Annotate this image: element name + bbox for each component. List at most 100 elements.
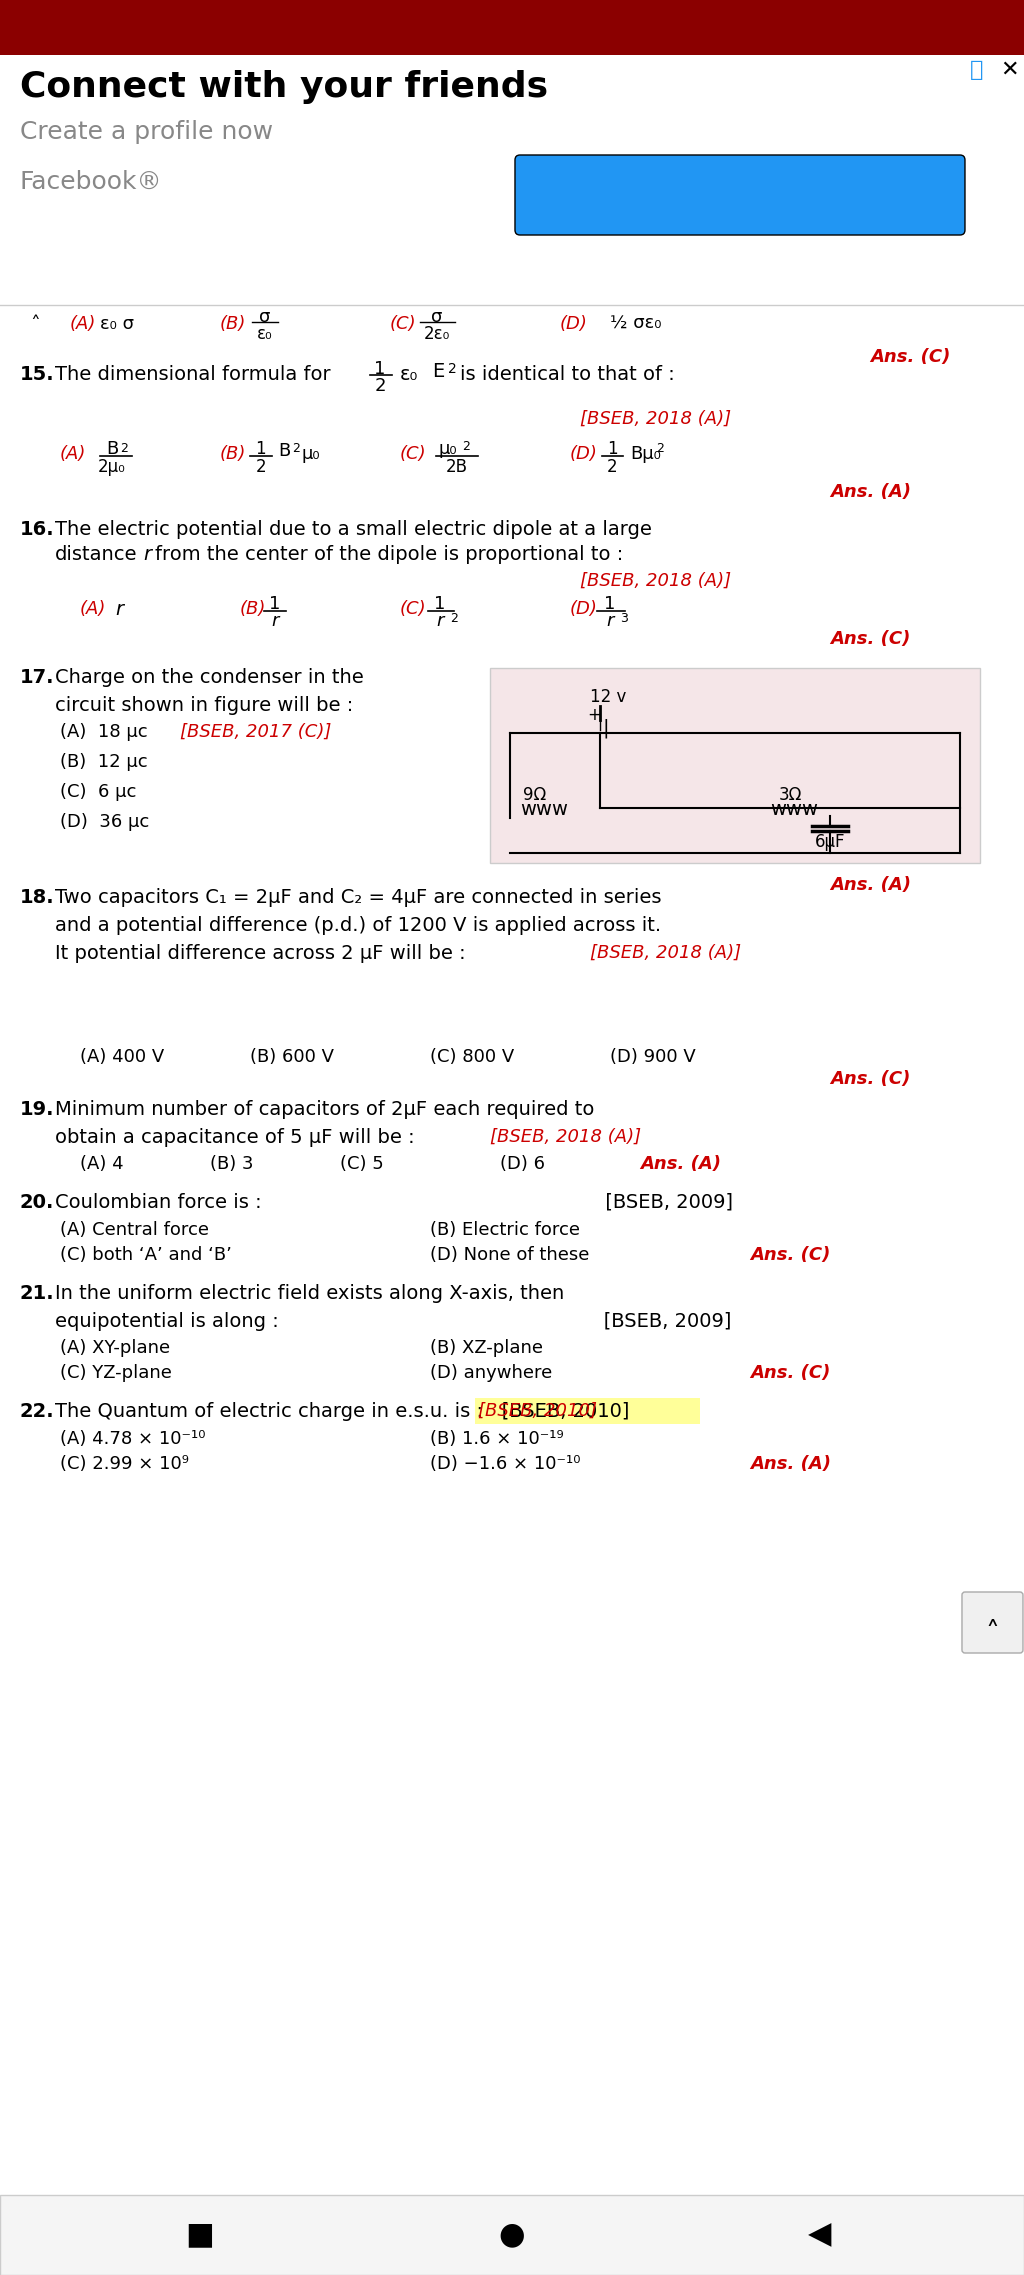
Text: ε₀ σ: ε₀ σ xyxy=(100,314,134,332)
Text: The Quantum of electric charge in e.s.u. is :   [BSEB, 2010]: The Quantum of electric charge in e.s.u.… xyxy=(55,1401,630,1422)
Text: ■: ■ xyxy=(185,2220,214,2250)
Text: (B) 3: (B) 3 xyxy=(210,1156,254,1174)
Text: (C)  6 μc: (C) 6 μc xyxy=(60,783,136,801)
Text: www: www xyxy=(520,801,568,819)
Text: 9Ω: 9Ω xyxy=(523,785,547,803)
Text: (D) 6: (D) 6 xyxy=(500,1156,545,1174)
Text: 1: 1 xyxy=(606,439,617,457)
Text: σ: σ xyxy=(431,307,442,325)
Text: obtain a capacitance of 5 μF will be :: obtain a capacitance of 5 μF will be : xyxy=(55,1128,415,1147)
Text: Ans. (C): Ans. (C) xyxy=(830,630,910,648)
Text: Connect with your friends: Connect with your friends xyxy=(20,71,548,105)
Bar xyxy=(0,55,1024,300)
Text: [BSEB, 2018 (A)]: [BSEB, 2018 (A)] xyxy=(580,571,731,589)
Text: 1: 1 xyxy=(269,596,281,612)
Text: (D)  36 μc: (D) 36 μc xyxy=(60,812,150,830)
Text: ˄: ˄ xyxy=(30,314,40,334)
Text: (D) 900 V: (D) 900 V xyxy=(610,1049,695,1067)
Text: ●: ● xyxy=(499,2220,525,2250)
Text: 16.: 16. xyxy=(20,521,54,539)
Text: 1: 1 xyxy=(255,439,265,457)
Text: (A): (A) xyxy=(70,314,96,332)
Text: Bμ₀: Bμ₀ xyxy=(630,446,660,464)
Text: The electric potential due to a small electric dipole at a large: The electric potential due to a small el… xyxy=(55,521,652,539)
Text: Ans. (C): Ans. (C) xyxy=(870,348,950,366)
Text: 19.: 19. xyxy=(20,1101,54,1119)
Text: 20.: 20. xyxy=(20,1192,54,1213)
Text: (A) XY-plane: (A) XY-plane xyxy=(60,1340,170,1356)
Text: Ans. (A): Ans. (A) xyxy=(830,482,911,500)
Text: (C): (C) xyxy=(400,601,427,619)
Text: (D) anywhere: (D) anywhere xyxy=(430,1365,552,1381)
Text: The dimensional formula for: The dimensional formula for xyxy=(55,364,331,384)
Text: r: r xyxy=(271,612,279,630)
Text: ½ σε₀: ½ σε₀ xyxy=(610,314,662,332)
Text: It potential difference across 2 μF will be :: It potential difference across 2 μF will… xyxy=(55,944,466,962)
Text: (B): (B) xyxy=(240,601,266,619)
Text: 2: 2 xyxy=(374,378,386,396)
Text: (A) 4: (A) 4 xyxy=(80,1156,124,1174)
Text: +: + xyxy=(587,705,601,723)
Text: 2: 2 xyxy=(450,612,458,626)
Text: 2ε₀: 2ε₀ xyxy=(424,325,451,344)
Text: ε₀: ε₀ xyxy=(400,364,419,384)
Text: 2: 2 xyxy=(462,439,470,453)
Text: is identical to that of :: is identical to that of : xyxy=(460,364,675,384)
Text: [BSEB, 2017 (C)]: [BSEB, 2017 (C)] xyxy=(180,723,332,742)
FancyBboxPatch shape xyxy=(515,155,965,234)
Text: 2B: 2B xyxy=(446,457,468,475)
Text: Charge on the condenser in the: Charge on the condenser in the xyxy=(55,669,364,687)
Text: Coulombian force is :                                                       [BSE: Coulombian force is : [BSE xyxy=(55,1192,733,1213)
Text: (D): (D) xyxy=(560,314,588,332)
Text: B: B xyxy=(105,439,118,457)
Text: (A): (A) xyxy=(60,446,86,464)
Text: 12 v: 12 v xyxy=(590,687,627,705)
Text: (A) 4.78 × 10⁻¹⁰: (A) 4.78 × 10⁻¹⁰ xyxy=(60,1431,206,1447)
Bar xyxy=(0,0,1024,55)
Bar xyxy=(475,1399,700,1424)
Text: Minimum number of capacitors of 2μF each required to: Minimum number of capacitors of 2μF each… xyxy=(55,1101,594,1119)
Text: [BSEB, 2018 (A)]: [BSEB, 2018 (A)] xyxy=(490,1128,641,1147)
Text: 2: 2 xyxy=(256,457,266,475)
Text: (D): (D) xyxy=(570,446,598,464)
Text: 6μF: 6μF xyxy=(815,833,845,851)
Text: (B) Electric force: (B) Electric force xyxy=(430,1222,580,1240)
Text: (B) XZ-plane: (B) XZ-plane xyxy=(430,1340,543,1356)
Text: ▐▐▐▐: ▐▐▐▐ xyxy=(900,16,942,30)
Text: 15.: 15. xyxy=(20,364,54,384)
Text: 2: 2 xyxy=(656,441,664,455)
Text: (D) −1.6 × 10⁻¹⁰: (D) −1.6 × 10⁻¹⁰ xyxy=(430,1456,581,1472)
Text: Ans. (A): Ans. (A) xyxy=(830,876,911,894)
Text: ε₀: ε₀ xyxy=(257,325,272,344)
Text: distance: distance xyxy=(55,546,137,564)
Text: (A) 400 V: (A) 400 V xyxy=(80,1049,164,1067)
Text: Ans. (C): Ans. (C) xyxy=(750,1247,830,1265)
Text: 1: 1 xyxy=(604,596,615,612)
Text: 3Ω: 3Ω xyxy=(778,785,802,803)
Text: (B) 600 V: (B) 600 V xyxy=(250,1049,334,1067)
Text: ◀: ◀ xyxy=(808,2220,831,2250)
Text: www: www xyxy=(770,801,818,819)
Text: 18.: 18. xyxy=(20,887,54,908)
Text: [BSEB, 2018 (A)]: [BSEB, 2018 (A)] xyxy=(580,410,731,428)
Text: Ans. (A): Ans. (A) xyxy=(640,1156,721,1174)
Text: (C) 5: (C) 5 xyxy=(340,1156,384,1174)
Text: ˄: ˄ xyxy=(985,1620,999,1647)
Text: Sign Up: Sign Up xyxy=(674,189,807,216)
Text: r: r xyxy=(436,612,443,630)
Text: σ: σ xyxy=(259,307,270,325)
Text: 2: 2 xyxy=(447,362,457,375)
Text: Facebook®: Facebook® xyxy=(20,171,163,193)
Text: E: E xyxy=(432,362,444,380)
Text: and a potential difference (p.d.) of 1200 V is applied across it.: and a potential difference (p.d.) of 120… xyxy=(55,917,662,935)
Text: (A) Central force: (A) Central force xyxy=(60,1222,209,1240)
Text: equipotential is along :                                                    [BSE: equipotential is along : [BSE xyxy=(55,1313,731,1331)
Text: [BSEB, 2018 (A)]: [BSEB, 2018 (A)] xyxy=(590,944,741,962)
Text: 21.: 21. xyxy=(20,1283,54,1304)
Bar xyxy=(0,2195,1024,2275)
Text: 2: 2 xyxy=(292,441,300,455)
Text: (D) None of these: (D) None of these xyxy=(430,1247,590,1265)
Text: (B): (B) xyxy=(220,314,247,332)
Text: 1: 1 xyxy=(375,359,386,378)
Text: |: | xyxy=(603,719,609,737)
